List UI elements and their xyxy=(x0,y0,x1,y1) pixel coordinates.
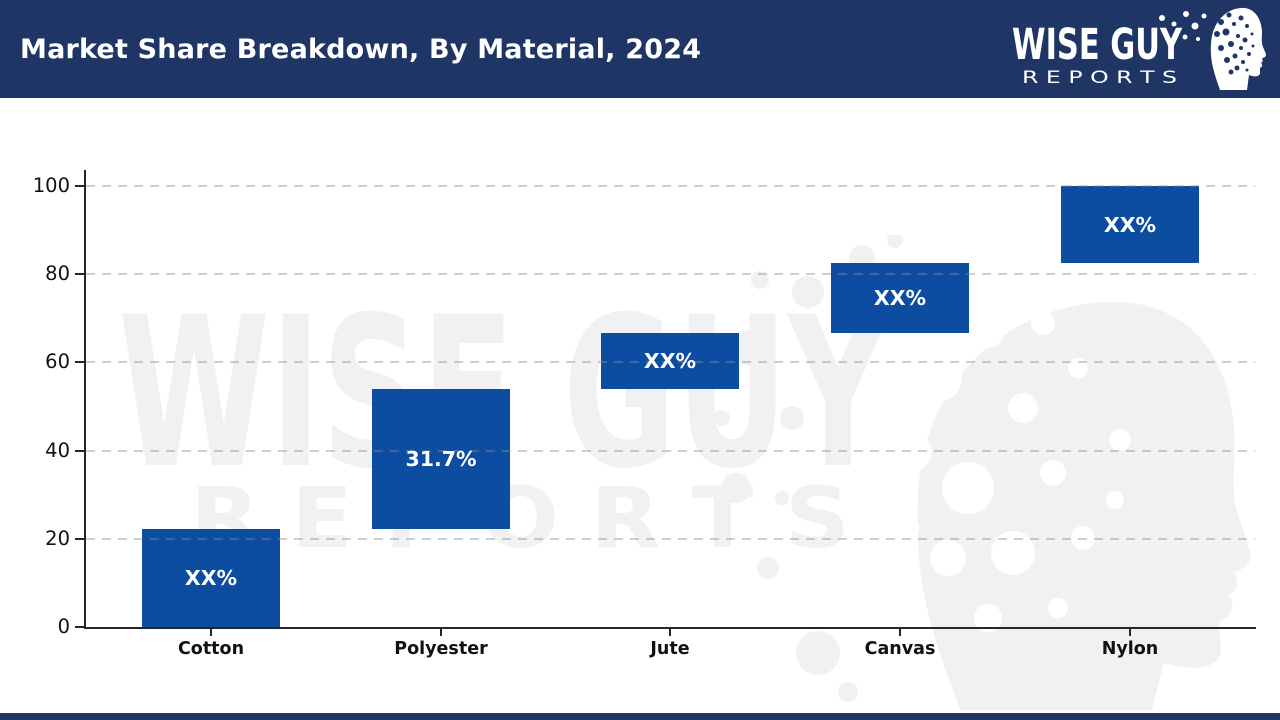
y-tick-label: 40 xyxy=(45,438,70,462)
x-category-label: Cotton xyxy=(177,639,245,659)
x-tick-mark xyxy=(440,629,442,636)
logo-dots xyxy=(1159,11,1207,44)
bar-value-label: XX% xyxy=(873,286,927,310)
bar-value-label: XX% xyxy=(643,349,697,374)
x-axis-line xyxy=(84,627,1256,629)
bar-nylon[interactable] xyxy=(1061,186,1199,264)
bar-polyester[interactable] xyxy=(372,389,510,530)
x-category-label: Nylon xyxy=(1101,639,1159,659)
y-tick-label: 60 xyxy=(45,350,70,374)
y-tick-mark xyxy=(75,185,84,187)
header-bar: Market Share Breakdown, By Material, 202… xyxy=(0,0,1280,98)
y-tick-label: 100 xyxy=(32,174,70,197)
gridline xyxy=(86,449,1255,452)
y-tick-mark xyxy=(75,537,84,540)
watermark-subtext: R E P O R T S xyxy=(190,469,850,567)
bar-value-label: XX% xyxy=(184,566,238,591)
gridline xyxy=(86,537,1255,540)
y-tick-mark xyxy=(75,449,84,452)
logo-head-icon xyxy=(1210,7,1266,91)
bar-value-label: 31.7% xyxy=(405,447,477,472)
x-tick-mark xyxy=(210,629,212,636)
gridline xyxy=(86,361,1255,364)
y-axis-line xyxy=(84,170,86,629)
y-tick-mark xyxy=(75,273,84,276)
bar-cotton[interactable] xyxy=(142,529,280,627)
gridline xyxy=(86,185,1255,187)
y-tick-mark xyxy=(75,361,84,364)
y-tick-mark xyxy=(75,626,84,628)
page-title: Market Share Breakdown, By Material, 202… xyxy=(20,33,702,65)
logo-subtext: R E P O R T S xyxy=(1022,68,1177,88)
bar-value-label: XX% xyxy=(1103,212,1157,237)
x-tick-mark xyxy=(899,629,901,636)
wiseguy-logo: WISE GUY R E P O R T S xyxy=(1012,7,1266,91)
x-category-label: Jute xyxy=(650,639,690,659)
x-category-label: Polyester xyxy=(394,639,488,659)
x-tick-mark xyxy=(669,629,671,636)
bar-jute[interactable] xyxy=(601,332,739,390)
y-tick-label: 80 xyxy=(45,262,70,286)
gridline xyxy=(86,273,1255,276)
x-category-label: Canvas xyxy=(864,639,936,659)
y-tick-label: 20 xyxy=(45,526,70,550)
x-tick-mark xyxy=(1129,629,1131,636)
y-tick-label: 0 xyxy=(57,615,70,638)
footer-bar xyxy=(0,713,1280,720)
logo-wordmark: WISE GUY xyxy=(1012,20,1183,70)
